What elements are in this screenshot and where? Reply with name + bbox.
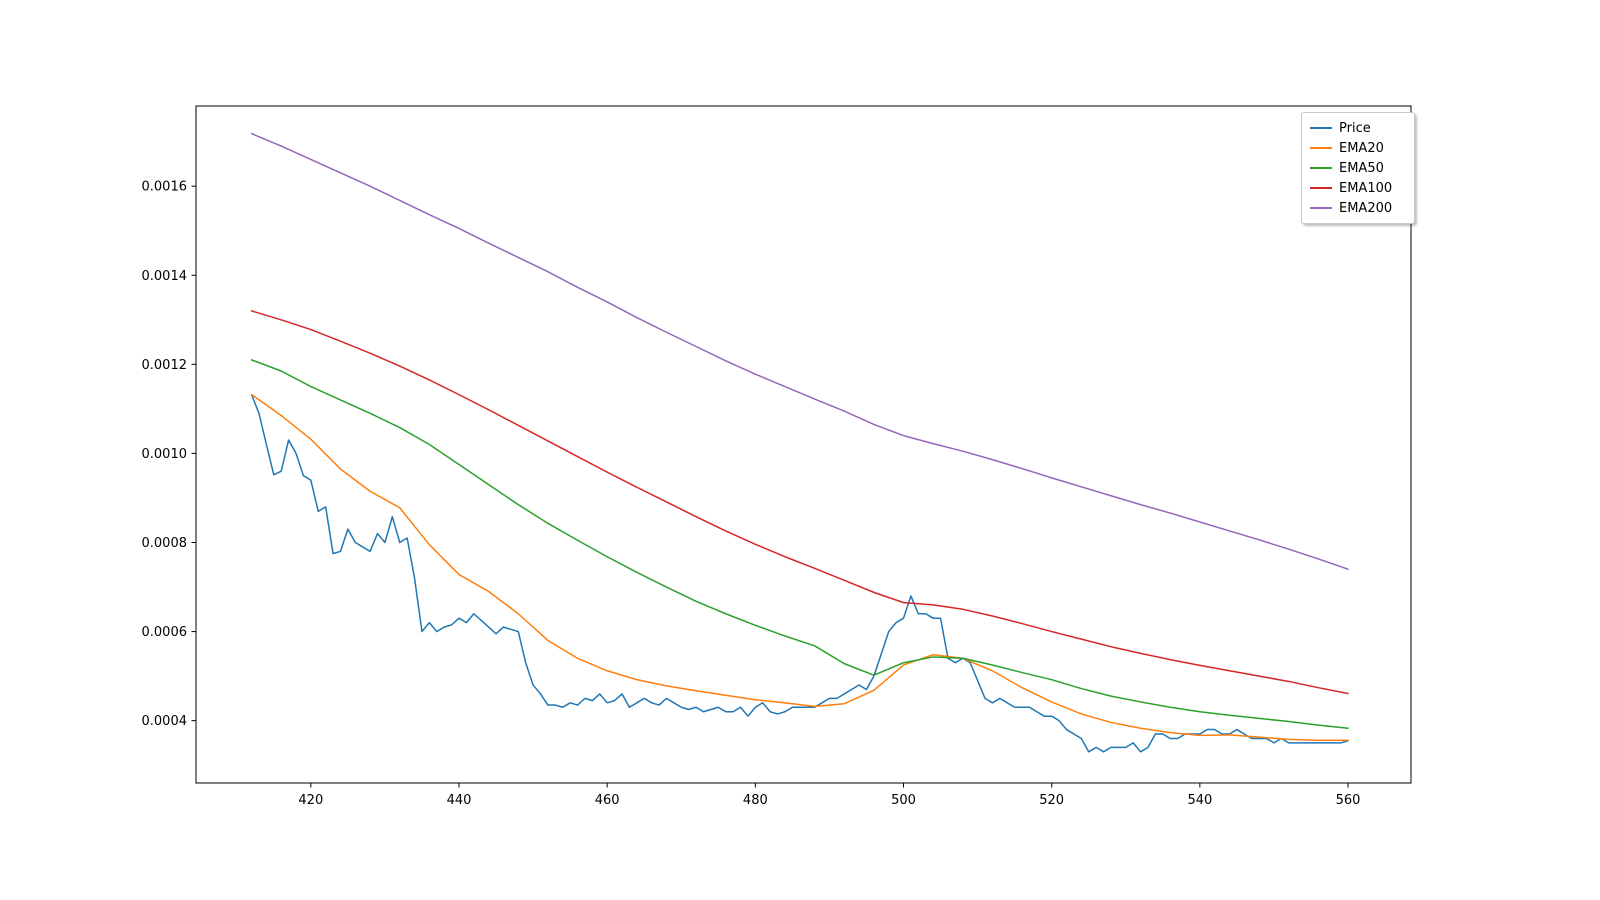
y-tick-label: 0.0004 [142,714,188,729]
legend-swatch-ema100 [1310,187,1332,189]
x-tick-label: 460 [595,793,620,808]
axes-frame [195,105,1412,784]
legend-item-price: Price [1310,118,1406,138]
series-line-ema20 [250,393,1349,741]
legend-label-ema50: EMA50 [1339,160,1384,176]
y-tick-label: 0.0010 [142,447,188,462]
legend-swatch-ema200 [1310,207,1332,209]
legend-item-ema20: EMA20 [1310,138,1406,158]
legend-label-ema100: EMA100 [1339,180,1393,196]
legend-swatch-price [1310,127,1332,129]
series-line-price [250,393,1349,753]
legend-item-ema100: EMA100 [1310,178,1406,198]
legend-label-price: Price [1339,120,1371,136]
legend-item-ema200: EMA200 [1310,198,1406,218]
x-tick-label: 500 [891,793,916,808]
y-tick-label: 0.0016 [142,180,188,195]
legend: Price EMA20 EMA50 EMA100 EMA200 [1301,112,1415,224]
series-line-ema50 [250,359,1349,729]
x-tick-label: 520 [1039,793,1064,808]
legend-label-ema200: EMA200 [1339,200,1393,216]
y-tick-label: 0.0014 [142,269,188,284]
legend-swatch-ema20 [1310,147,1332,149]
y-tick-label: 0.0006 [142,625,188,640]
legend-label-ema20: EMA20 [1339,140,1384,156]
x-tick-label: 560 [1336,793,1361,808]
x-tick-label: 540 [1187,793,1212,808]
legend-item-ema50: EMA50 [1310,158,1406,178]
y-tick-label: 0.0012 [142,358,188,373]
x-tick-label: 480 [743,793,768,808]
y-tick-label: 0.0008 [142,536,188,551]
legend-swatch-ema50 [1310,167,1332,169]
x-tick-label: 420 [298,793,323,808]
series-line-ema100 [250,310,1349,695]
series-line-ema200 [250,132,1349,570]
x-tick-label: 440 [447,793,472,808]
